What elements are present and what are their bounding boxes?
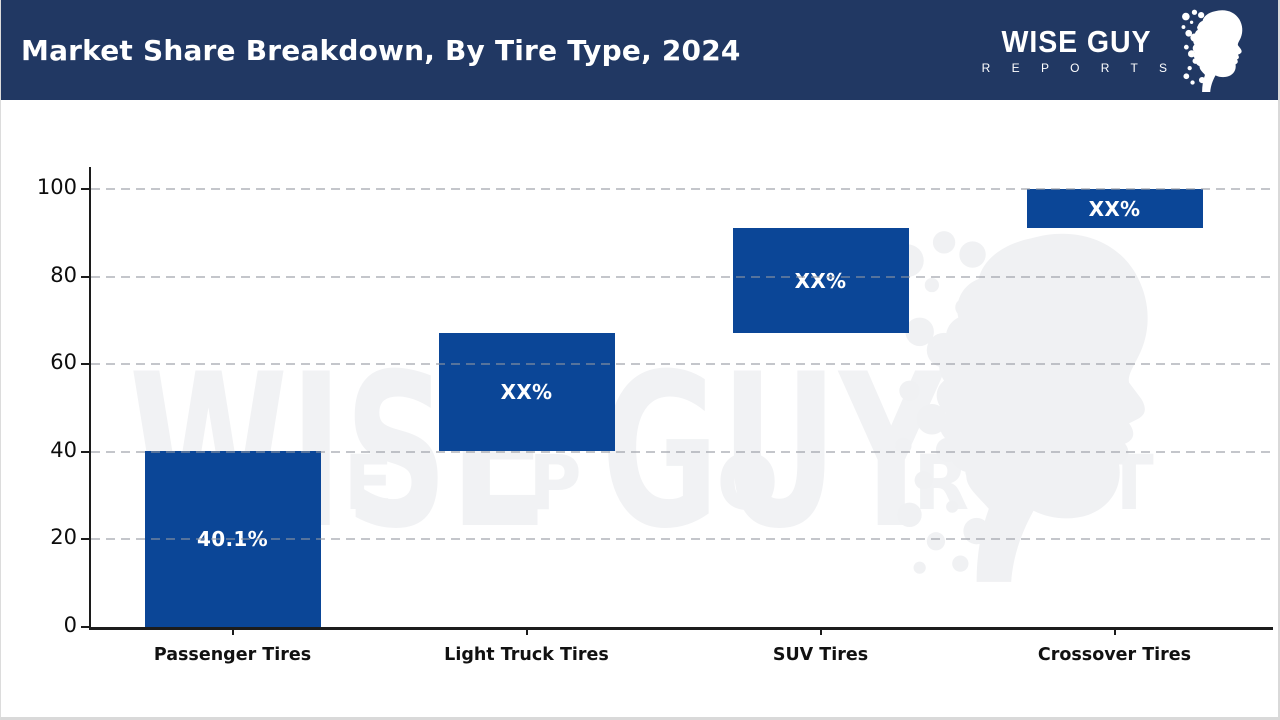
- bar-value-label: XX%: [794, 268, 847, 293]
- bar-suv-tires: XX%: [732, 228, 909, 334]
- plot-area: 0 20 40 60 80 100 40.1% XX% XX% XX% Passenger Tire…: [37, 167, 1273, 665]
- gridline-y100: [91, 187, 1273, 190]
- category-label-light-truck-tires: Light Truck Tires: [444, 645, 609, 665]
- category-label-passenger-tires: Passenger Tires: [153, 645, 312, 665]
- y-axis-tick-mark: [81, 275, 90, 278]
- header: Market Share Breakdown, By Tire Type, 20…: [1, 0, 1278, 100]
- category-label-suv-tires: SUV Tires: [772, 645, 869, 665]
- gridline-y40: [91, 450, 1273, 453]
- logo-wordmark-main: WISE GUY: [1001, 23, 1152, 59]
- gridline-y20: [91, 538, 1273, 541]
- y-axis-tick-mark: [81, 450, 90, 453]
- category-label-crossover-tires: Crossover Tires: [1037, 645, 1192, 665]
- x-axis-tick-mark: [231, 627, 234, 635]
- gridline-y60: [91, 363, 1273, 366]
- y-axis-tick-label: 40: [50, 437, 77, 462]
- y-axis-tick-label: 0: [63, 613, 77, 637]
- brand-logo: WISE GUY R E P O R T S: [978, 7, 1252, 93]
- bar-light-truck-tires: XX%: [438, 333, 615, 452]
- y-axis-tick-label: 20: [50, 525, 77, 550]
- logo-face-icon: [1181, 9, 1243, 93]
- bar-value-label: XX%: [1088, 196, 1141, 221]
- bar-value-label: XX%: [500, 380, 553, 405]
- chart-area: WISE GUY R E P O R T S 02040608010040.1%…: [1, 100, 1278, 717]
- logo-wordmark: WISE GUY R E P O R T S: [978, 26, 1176, 75]
- y-axis-tick-mark: [81, 363, 90, 366]
- y-axis-tick-mark: [81, 538, 90, 541]
- y-axis-tick-label: 60: [50, 350, 77, 375]
- gridline-y80: [91, 275, 1273, 278]
- page-title: Market Share Breakdown, By Tire Type, 20…: [21, 33, 741, 67]
- x-axis-tick-mark: [1113, 627, 1116, 635]
- y-axis-tick-label: 100: [36, 174, 77, 199]
- bar-crossover-tires: XX%: [1026, 188, 1203, 229]
- logo-wordmark-sub: R E P O R T S: [981, 60, 1176, 75]
- y-axis-tick-mark: [81, 626, 90, 628]
- y-axis-tick-label: 80: [50, 262, 77, 287]
- y-axis-tick-mark: [81, 187, 90, 190]
- x-axis-tick-mark: [525, 627, 528, 635]
- x-axis-tick-mark: [819, 627, 822, 635]
